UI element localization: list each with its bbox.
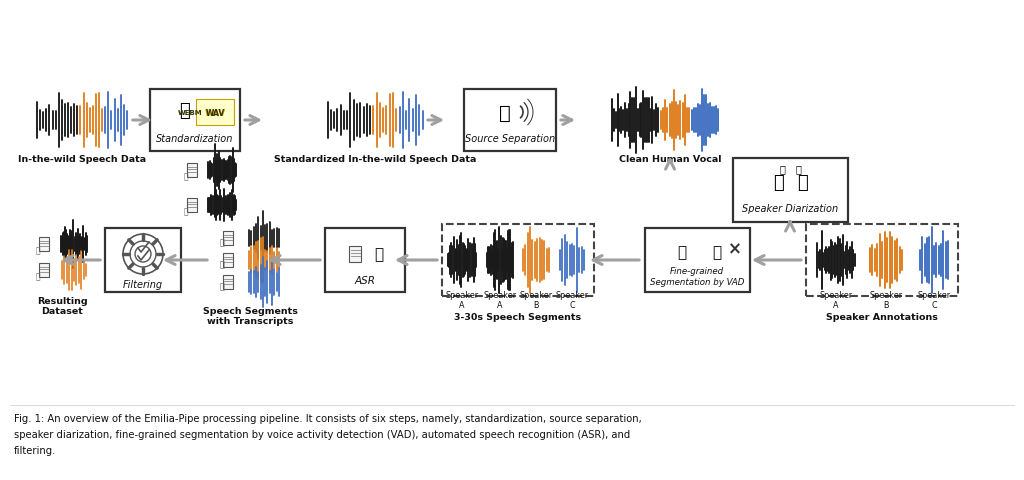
Text: WAV: WAV bbox=[206, 108, 224, 117]
Text: 🔊: 🔊 bbox=[36, 272, 40, 281]
FancyBboxPatch shape bbox=[105, 228, 181, 292]
Text: Source Separation: Source Separation bbox=[465, 134, 555, 144]
Text: Speaker
C: Speaker C bbox=[555, 290, 589, 310]
FancyBboxPatch shape bbox=[223, 253, 233, 267]
Text: Standardization: Standardization bbox=[157, 134, 233, 144]
Text: 🔊: 🔊 bbox=[219, 282, 224, 291]
Text: Fig. 1: An overview of the Emilia-Pipe processing pipeline. It consists of six s: Fig. 1: An overview of the Emilia-Pipe p… bbox=[14, 413, 642, 423]
FancyBboxPatch shape bbox=[732, 159, 848, 223]
Text: 📁: 📁 bbox=[179, 102, 190, 120]
Text: 🔊: 🔊 bbox=[219, 238, 224, 247]
Text: 🔊: 🔊 bbox=[183, 172, 188, 181]
Text: ASR: ASR bbox=[354, 276, 376, 286]
Text: 🎤: 🎤 bbox=[375, 247, 384, 262]
Text: ×: × bbox=[728, 240, 742, 257]
Text: 💬: 💬 bbox=[779, 164, 785, 174]
Text: 🔊: 🔊 bbox=[678, 245, 686, 260]
Circle shape bbox=[130, 241, 156, 267]
Text: 🧑: 🧑 bbox=[797, 174, 807, 192]
Text: 🧑: 🧑 bbox=[773, 174, 783, 192]
Text: Filtering: Filtering bbox=[123, 279, 163, 289]
FancyBboxPatch shape bbox=[186, 164, 198, 178]
FancyBboxPatch shape bbox=[464, 90, 556, 152]
Text: WEBM: WEBM bbox=[178, 110, 203, 116]
FancyBboxPatch shape bbox=[349, 247, 361, 263]
Text: 🔊: 🔊 bbox=[36, 246, 40, 255]
Text: Speaker
C: Speaker C bbox=[918, 290, 950, 310]
Text: WAV: WAV bbox=[205, 108, 225, 117]
FancyBboxPatch shape bbox=[806, 225, 958, 296]
Text: Speaker
A: Speaker A bbox=[483, 290, 516, 310]
Text: 👤: 👤 bbox=[499, 103, 511, 122]
Text: In-the-wild Speech Data: In-the-wild Speech Data bbox=[18, 155, 146, 164]
FancyBboxPatch shape bbox=[39, 264, 49, 277]
Text: Speech Segments
with Transcripts: Speech Segments with Transcripts bbox=[203, 306, 297, 326]
Text: Standardized In-the-wild Speech Data: Standardized In-the-wild Speech Data bbox=[273, 155, 476, 164]
Text: Clean Human Vocal: Clean Human Vocal bbox=[618, 155, 721, 164]
Text: 💬: 💬 bbox=[795, 164, 801, 174]
FancyBboxPatch shape bbox=[644, 228, 750, 292]
Text: Speaker
A: Speaker A bbox=[445, 290, 478, 310]
Text: Speaker
B: Speaker B bbox=[869, 290, 902, 310]
FancyBboxPatch shape bbox=[223, 276, 233, 289]
Text: Resulting
Dataset: Resulting Dataset bbox=[37, 296, 87, 316]
Text: 🔊: 🔊 bbox=[713, 245, 722, 260]
Circle shape bbox=[123, 235, 163, 275]
Text: Speaker Annotations: Speaker Annotations bbox=[826, 312, 938, 321]
Text: Speaker Diarization: Speaker Diarization bbox=[742, 204, 838, 214]
FancyBboxPatch shape bbox=[150, 90, 240, 152]
FancyBboxPatch shape bbox=[186, 199, 198, 213]
Text: 🔊: 🔊 bbox=[183, 207, 188, 216]
FancyBboxPatch shape bbox=[223, 231, 233, 245]
FancyBboxPatch shape bbox=[325, 228, 406, 292]
Text: Speaker
A: Speaker A bbox=[819, 290, 853, 310]
Text: Fine-grained
Segmentation by VAD: Fine-grained Segmentation by VAD bbox=[650, 267, 744, 286]
FancyBboxPatch shape bbox=[39, 238, 49, 252]
Text: filtering.: filtering. bbox=[14, 445, 56, 455]
Text: 🔊: 🔊 bbox=[219, 260, 224, 269]
Text: speaker diarization, fine-grained segmentation by voice activity detection (VAD): speaker diarization, fine-grained segmen… bbox=[14, 429, 630, 439]
Circle shape bbox=[135, 247, 151, 263]
Text: 3-30s Speech Segments: 3-30s Speech Segments bbox=[455, 312, 582, 321]
FancyBboxPatch shape bbox=[442, 225, 594, 296]
Text: Speaker
B: Speaker B bbox=[519, 290, 553, 310]
